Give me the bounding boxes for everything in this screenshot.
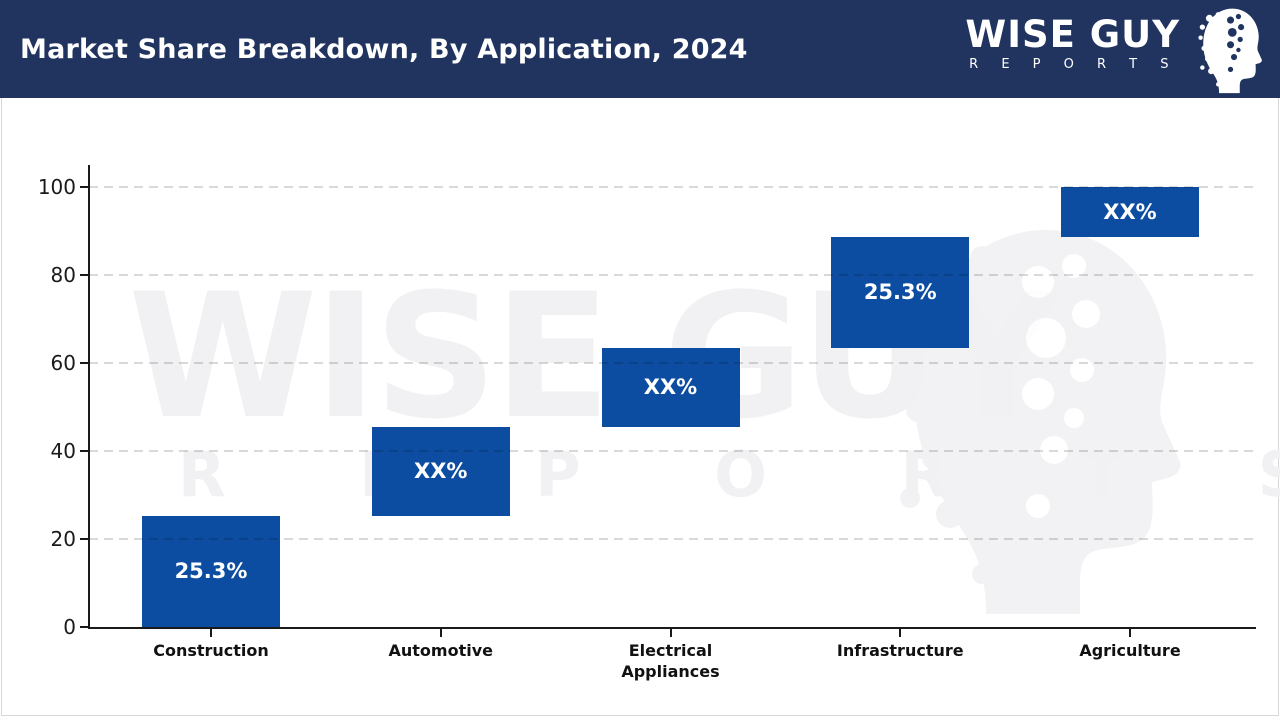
bar-value-label: 25.3% bbox=[174, 559, 248, 584]
gridline-y60 bbox=[89, 362, 1256, 364]
content-card-border bbox=[1, 98, 1279, 716]
y-axis-tick bbox=[80, 538, 89, 540]
gridline-y20 bbox=[89, 538, 1256, 540]
bar-value-label: XX% bbox=[643, 375, 698, 400]
bar-electrical-appliances: XX% bbox=[601, 347, 740, 427]
page-title: Market Share Breakdown, By Application, … bbox=[20, 33, 748, 65]
x-axis-tick bbox=[210, 628, 212, 637]
y-axis-tick-label: 100 bbox=[37, 175, 76, 199]
y-axis-tick bbox=[80, 362, 89, 364]
y-axis-tick-label: 40 bbox=[50, 439, 76, 463]
y-axis-tick-label: 80 bbox=[50, 263, 76, 287]
brand-name: WISE GUY bbox=[965, 13, 1180, 56]
y-axis-tick bbox=[80, 186, 89, 188]
x-axis-category-label: Agriculture bbox=[1079, 641, 1181, 660]
y-axis-tick bbox=[80, 626, 89, 628]
bar-value-label: XX% bbox=[1103, 200, 1157, 225]
y-axis-tick-label: 0 bbox=[63, 615, 76, 639]
header-bar: Market Share Breakdown, By Application, … bbox=[0, 0, 1280, 98]
waterfall-chart: 0 20 40 60 80 100 25.3% XX% XX% 25.3% XX% Construct… bbox=[0, 98, 1280, 720]
bar-automotive: XX% bbox=[371, 426, 510, 516]
gridline-y40 bbox=[89, 450, 1256, 452]
y-axis-line bbox=[88, 165, 90, 629]
x-axis-tick bbox=[899, 628, 902, 637]
x-axis-line bbox=[88, 627, 1256, 629]
brand-subname: R E P O R T S bbox=[969, 57, 1178, 72]
bar-value-label: 25.3% bbox=[863, 280, 937, 305]
bar-construction: 25.3% bbox=[142, 515, 280, 627]
y-axis-tick-label: 60 bbox=[50, 351, 76, 375]
x-axis-category-label: Infrastructure bbox=[836, 641, 964, 660]
x-axis-category-label: Construction bbox=[153, 641, 269, 660]
x-axis-tick bbox=[1129, 628, 1131, 637]
x-axis-category-label: Electrical Appliances bbox=[621, 641, 720, 681]
gridline-y80 bbox=[89, 274, 1256, 276]
y-axis-tick-label: 20 bbox=[50, 527, 76, 551]
brand-face-logo-icon bbox=[1198, 8, 1262, 94]
y-axis-tick bbox=[80, 274, 89, 276]
x-axis-tick bbox=[669, 628, 672, 637]
x-axis-tick bbox=[439, 628, 442, 637]
bar-infrastructure: 25.3% bbox=[831, 237, 970, 348]
bar-agriculture: XX% bbox=[1061, 187, 1199, 238]
bar-value-label: XX% bbox=[414, 459, 468, 484]
y-axis-tick bbox=[80, 450, 89, 452]
x-axis-category-label: Automotive bbox=[388, 641, 494, 660]
brand-logo-text: WISE GUY R E P O R T S bbox=[965, 14, 1180, 74]
gridline-y100 bbox=[89, 186, 1256, 188]
